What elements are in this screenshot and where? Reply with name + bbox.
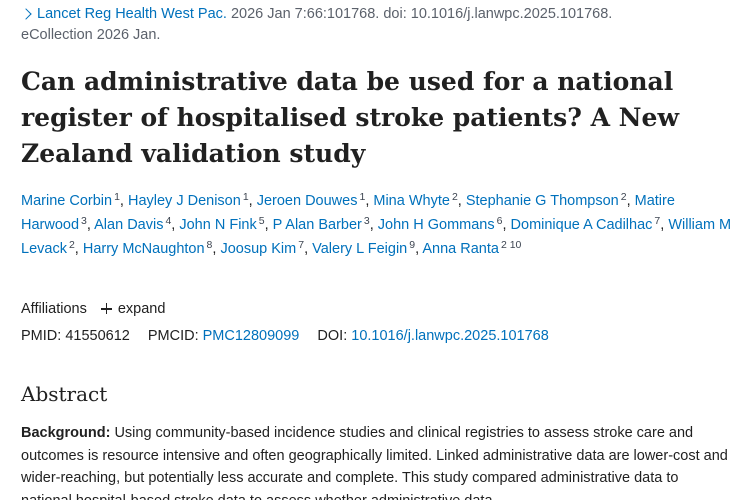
author-affiliation-number[interactable]: 6 <box>496 215 503 227</box>
expand-affiliations-button[interactable]: expand <box>100 301 166 317</box>
citation-line: Lancet Reg Health West Pac. 2026 Jan 7:6… <box>20 4 613 25</box>
author-affiliation-number[interactable]: 9 <box>409 239 416 251</box>
pmcid-label: PMCID: <box>147 328 199 344</box>
author-affiliation-number[interactable]: 3 <box>81 215 87 227</box>
author-link[interactable]: Harry McNaughton <box>82 241 205 257</box>
author-link[interactable]: Hayley J Denison <box>127 193 241 209</box>
author-link[interactable]: Alan Davis <box>94 217 164 233</box>
doi-link[interactable]: 10.1016/j.lanwpc.2025.101768 <box>351 328 549 344</box>
author-affiliation-number[interactable]: 2 10 <box>500 239 522 251</box>
author-link[interactable]: John H Gommans <box>377 217 495 233</box>
ecollection-date: eCollection 2026 Jan. <box>21 27 161 43</box>
author-link[interactable]: P Alan Barber <box>272 217 362 233</box>
author-affiliation-number[interactable]: 1 <box>242 191 249 203</box>
pmcid-link[interactable]: PMC12809099 <box>202 328 300 344</box>
author-link[interactable]: William M Levack <box>21 217 732 257</box>
author-link[interactable]: Matire Harwood <box>21 193 675 233</box>
author-affiliation-number[interactable]: 8 <box>206 239 213 251</box>
author-affiliation-number[interactable]: 2 <box>68 239 75 251</box>
author-affiliation-number[interactable]: 1 <box>114 191 120 203</box>
author-link[interactable]: Anna Ranta <box>422 241 499 257</box>
author-affiliation-number[interactable]: 2 <box>620 191 627 203</box>
article-title: Can administrative data be used for a na… <box>21 67 679 168</box>
background-text: Using community-based incidence studies … <box>21 425 728 500</box>
background-label: Background: <box>21 425 111 441</box>
author-affiliation-number[interactable]: 3 <box>363 215 370 227</box>
citation-details: 2026 Jan 7:66:101768. doi: 10.1016/j.lan… <box>230 6 613 22</box>
author-link[interactable]: Joosup Kim <box>220 241 297 257</box>
author-affiliation-number[interactable]: 2 <box>451 191 458 203</box>
abstract-background: Background: Using community-based incide… <box>21 422 733 500</box>
identifiers-row: PMID: 41550612 PMCID: PMC12809099 DOI: 1… <box>21 325 549 347</box>
chevron-right-icon <box>20 8 32 20</box>
author-list: Marine Corbin 1, Hayley J Denison 1, Jeroe… <box>21 191 732 257</box>
author-affiliation-number[interactable]: 7 <box>298 239 305 251</box>
author-link[interactable]: Marine Corbin <box>21 193 113 209</box>
journal-link[interactable]: Lancet Reg Health West Pac. <box>20 6 227 22</box>
abstract-heading: Abstract <box>21 382 108 406</box>
journal-name: Lancet Reg Health West Pac. <box>37 6 227 22</box>
author-link[interactable]: Dominique A Cadilhac <box>510 217 653 233</box>
affiliations-label: Affiliations <box>21 301 87 317</box>
pmid-value: 41550612 <box>65 328 130 344</box>
expand-label: expand <box>117 301 166 317</box>
affiliations-row: Affiliations expand <box>21 298 165 320</box>
author-link[interactable]: Jeroen Douwes <box>256 193 358 209</box>
author-link[interactable]: Mina Whyte <box>373 193 450 209</box>
author-link[interactable]: John N Fink <box>179 217 257 233</box>
doi-label: DOI: <box>317 328 348 344</box>
author-link[interactable]: Valery L Feigin <box>312 241 408 257</box>
author-link[interactable]: Stephanie G Thompson <box>465 193 619 209</box>
author-affiliation-number[interactable]: 4 <box>165 215 172 227</box>
author-affiliation-number[interactable]: 1 <box>359 191 366 203</box>
pmid-label: PMID: <box>21 328 62 344</box>
author-affiliation-number[interactable]: 5 <box>258 215 265 227</box>
author-affiliation-number[interactable]: 7 <box>654 215 661 227</box>
plus-icon <box>100 303 112 314</box>
